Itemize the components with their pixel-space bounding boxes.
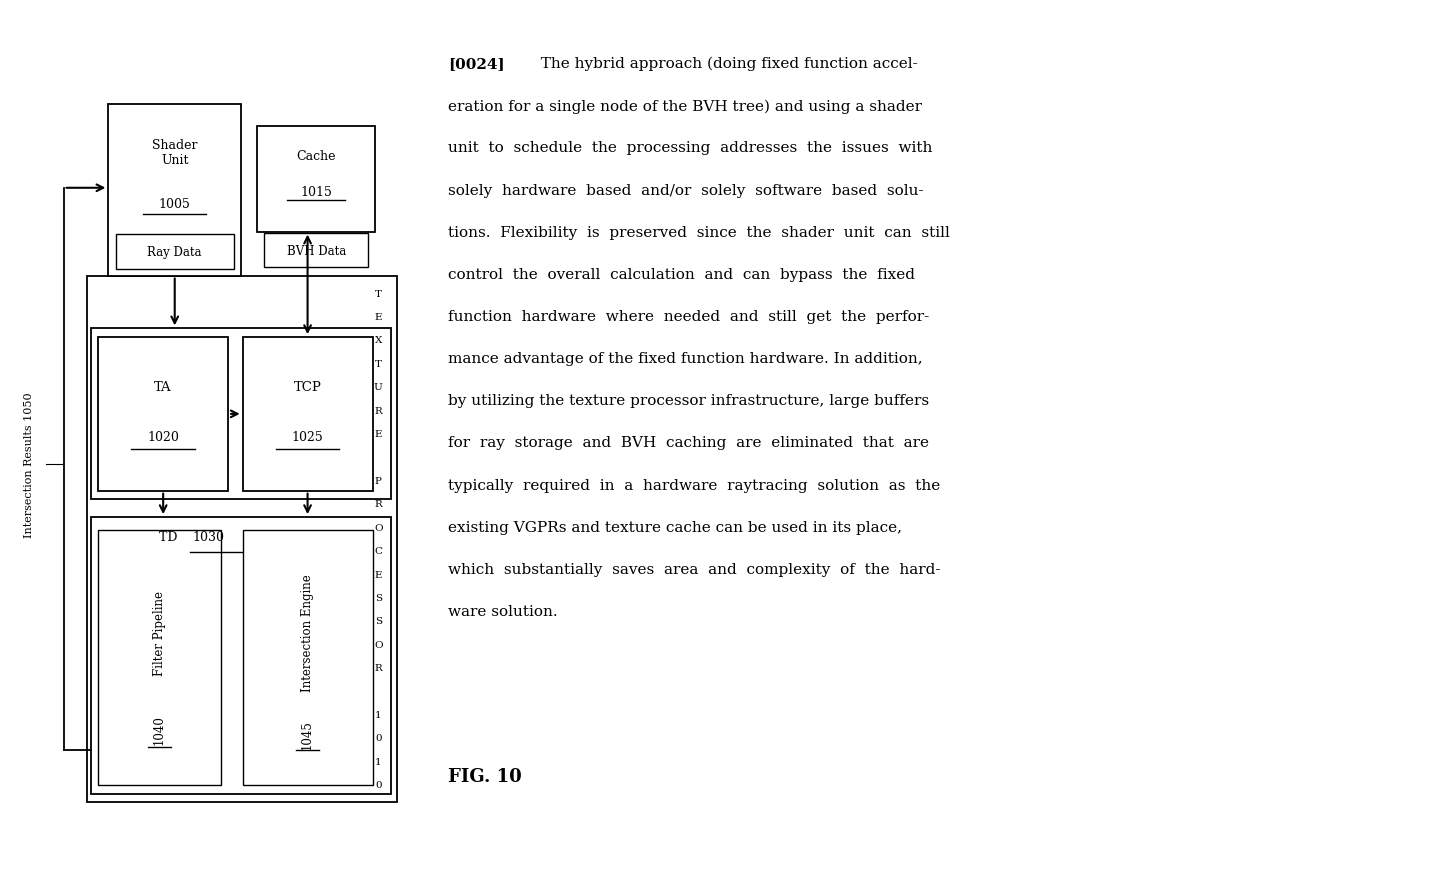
Bar bbox=[264, 234, 368, 267]
Text: Ray Data: Ray Data bbox=[147, 246, 202, 259]
Text: The hybrid approach (doing fixed function accel-: The hybrid approach (doing fixed functio… bbox=[531, 57, 918, 71]
Text: 1025: 1025 bbox=[292, 431, 323, 444]
Text: S: S bbox=[375, 594, 381, 602]
Text: 1: 1 bbox=[375, 757, 381, 766]
Bar bbox=[243, 338, 373, 491]
Text: solely  hardware  based  and/or  solely  software  based  solu-: solely hardware based and/or solely soft… bbox=[448, 183, 923, 197]
Text: 0: 0 bbox=[375, 734, 381, 743]
Text: S: S bbox=[375, 617, 381, 625]
Text: T: T bbox=[375, 289, 381, 298]
Bar bbox=[257, 127, 375, 232]
Text: 0: 0 bbox=[375, 781, 381, 789]
Text: P: P bbox=[375, 476, 381, 485]
Text: mance advantage of the fixed function hardware. In addition,: mance advantage of the fixed function ha… bbox=[448, 352, 923, 366]
Text: T: T bbox=[375, 360, 381, 368]
Text: 1045: 1045 bbox=[300, 719, 315, 749]
Text: Filter Pipeline: Filter Pipeline bbox=[153, 590, 166, 674]
Text: 1005: 1005 bbox=[159, 198, 191, 211]
Text: Cache: Cache bbox=[296, 150, 336, 163]
Text: existing VGPRs and texture cache can be used in its place,: existing VGPRs and texture cache can be … bbox=[448, 520, 901, 534]
Text: X: X bbox=[374, 336, 383, 345]
Bar bbox=[91, 517, 391, 794]
Bar bbox=[91, 329, 391, 500]
Text: 1030: 1030 bbox=[192, 531, 225, 543]
Text: BVH Data: BVH Data bbox=[286, 245, 347, 257]
Bar bbox=[98, 338, 228, 491]
Text: E: E bbox=[374, 430, 383, 438]
Text: Intersection Results 1050: Intersection Results 1050 bbox=[25, 392, 33, 538]
Text: R: R bbox=[374, 664, 383, 673]
Text: typically  required  in  a  hardware  raytracing  solution  as  the: typically required in a hardware raytrac… bbox=[448, 478, 940, 492]
Text: R: R bbox=[374, 500, 383, 509]
Text: for  ray  storage  and  BVH  caching  are  eliminated  that  are: for ray storage and BVH caching are elim… bbox=[448, 436, 928, 450]
Text: E: E bbox=[374, 313, 383, 322]
Text: E: E bbox=[374, 570, 383, 579]
Text: 1040: 1040 bbox=[153, 714, 166, 744]
Text: O: O bbox=[374, 524, 383, 532]
Text: which  substantially  saves  area  and  complexity  of  the  hard-: which substantially saves area and compl… bbox=[448, 562, 940, 576]
Text: TD: TD bbox=[159, 531, 180, 543]
Bar bbox=[243, 531, 373, 785]
Text: TA: TA bbox=[155, 381, 172, 393]
Text: unit  to  schedule  the  processing  addresses  the  issues  with: unit to schedule the processing addresse… bbox=[448, 141, 931, 155]
Text: [0024]: [0024] bbox=[448, 57, 504, 71]
Bar bbox=[116, 235, 234, 270]
Text: O: O bbox=[374, 640, 383, 649]
Text: function  hardware  where  needed  and  still  get  the  perfor-: function hardware where needed and still… bbox=[448, 310, 928, 324]
Text: Shader
Unit: Shader Unit bbox=[152, 139, 198, 168]
Text: TCP: TCP bbox=[293, 381, 322, 393]
Text: FIG. 10: FIG. 10 bbox=[448, 767, 521, 785]
Text: control  the  overall  calculation  and  can  bypass  the  fixed: control the overall calculation and can … bbox=[448, 267, 914, 282]
Text: C: C bbox=[374, 546, 383, 555]
Bar bbox=[98, 531, 221, 785]
Text: 1020: 1020 bbox=[147, 431, 179, 444]
Text: ware solution.: ware solution. bbox=[448, 604, 557, 618]
Text: 1015: 1015 bbox=[300, 186, 332, 199]
Text: by utilizing the texture processor infrastructure, large buffers: by utilizing the texture processor infra… bbox=[448, 394, 928, 408]
Text: Intersection Engine: Intersection Engine bbox=[300, 574, 315, 691]
Text: U: U bbox=[374, 383, 383, 392]
Text: eration for a single node of the BVH tree) and using a shader: eration for a single node of the BVH tre… bbox=[448, 99, 921, 113]
Bar bbox=[87, 276, 397, 802]
Bar bbox=[108, 105, 241, 276]
Text: tions.  Flexibility  is  preserved  since  the  shader  unit  can  still: tions. Flexibility is preserved since th… bbox=[448, 225, 950, 239]
Text: 1: 1 bbox=[375, 710, 381, 719]
Text: R: R bbox=[374, 406, 383, 415]
